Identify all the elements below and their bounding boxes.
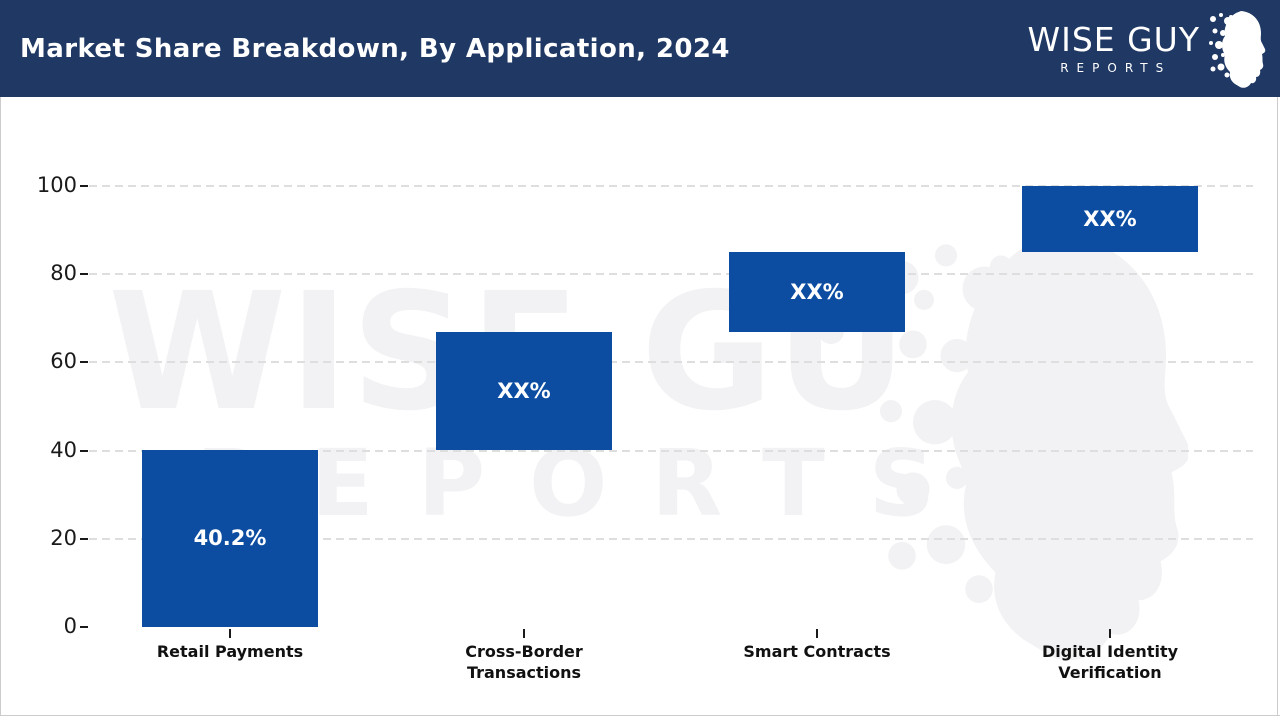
bar-segment: XX% — [1022, 186, 1198, 253]
x-tick — [229, 629, 231, 638]
bar-segment: XX% — [436, 331, 612, 450]
category-label: Retail Payments — [156, 642, 304, 661]
chart-title: Market Share Breakdown, By Application, … — [20, 33, 730, 64]
frame-border-right — [1277, 97, 1278, 716]
y-tick-label: 20 — [50, 525, 77, 550]
watermark-reports-text: REPORTS — [196, 430, 980, 537]
header-bar: Market Share Breakdown, By Application, … — [0, 0, 1280, 97]
plot-area: 0 20 40 60 80 100 40.2% Retail Payments XX% Cross… — [0, 97, 1280, 720]
frame-border-bottom — [0, 715, 1280, 716]
brand-logo-text: WISE GUY REPORTS — [1027, 23, 1200, 75]
y-tick-label: 0 — [63, 614, 77, 638]
brand-subname: REPORTS — [1060, 61, 1172, 75]
brand-name: WISE GUY — [1027, 20, 1200, 59]
category-label: Smart Contracts — [743, 642, 891, 661]
brand-logo: WISE GUY REPORTS — [1027, 6, 1266, 92]
x-tick — [1109, 629, 1111, 638]
y-tick — [80, 449, 88, 452]
y-tick — [80, 626, 88, 628]
bar-value-label: XX% — [790, 279, 844, 304]
x-tick — [816, 629, 818, 638]
category-label: Digital Identity Verification — [1041, 642, 1179, 682]
gridline — [89, 361, 1253, 364]
bar-value-label: 40.2% — [193, 526, 267, 551]
bar-value-label: XX% — [1083, 207, 1137, 232]
gridline — [89, 273, 1253, 276]
y-tick — [80, 537, 88, 540]
y-tick-label: 100 — [36, 173, 77, 197]
brand-face-icon — [1209, 11, 1266, 88]
gridline — [89, 449, 1253, 452]
y-tick — [80, 185, 88, 187]
gridline — [89, 185, 1253, 187]
bar-segment: XX% — [729, 252, 905, 332]
y-tick-label: 40 — [50, 437, 77, 462]
y-tick — [80, 361, 88, 364]
y-tick-label: 60 — [50, 349, 77, 374]
category-label: Cross-Border Transactions — [465, 642, 583, 682]
y-tick-label: 80 — [50, 261, 77, 286]
frame-border-left — [0, 97, 1, 716]
gridline — [89, 537, 1253, 540]
bar-value-label: XX% — [497, 378, 551, 403]
y-tick — [80, 273, 88, 276]
x-tick — [523, 629, 525, 638]
bar-segment: 40.2% — [142, 449, 318, 627]
